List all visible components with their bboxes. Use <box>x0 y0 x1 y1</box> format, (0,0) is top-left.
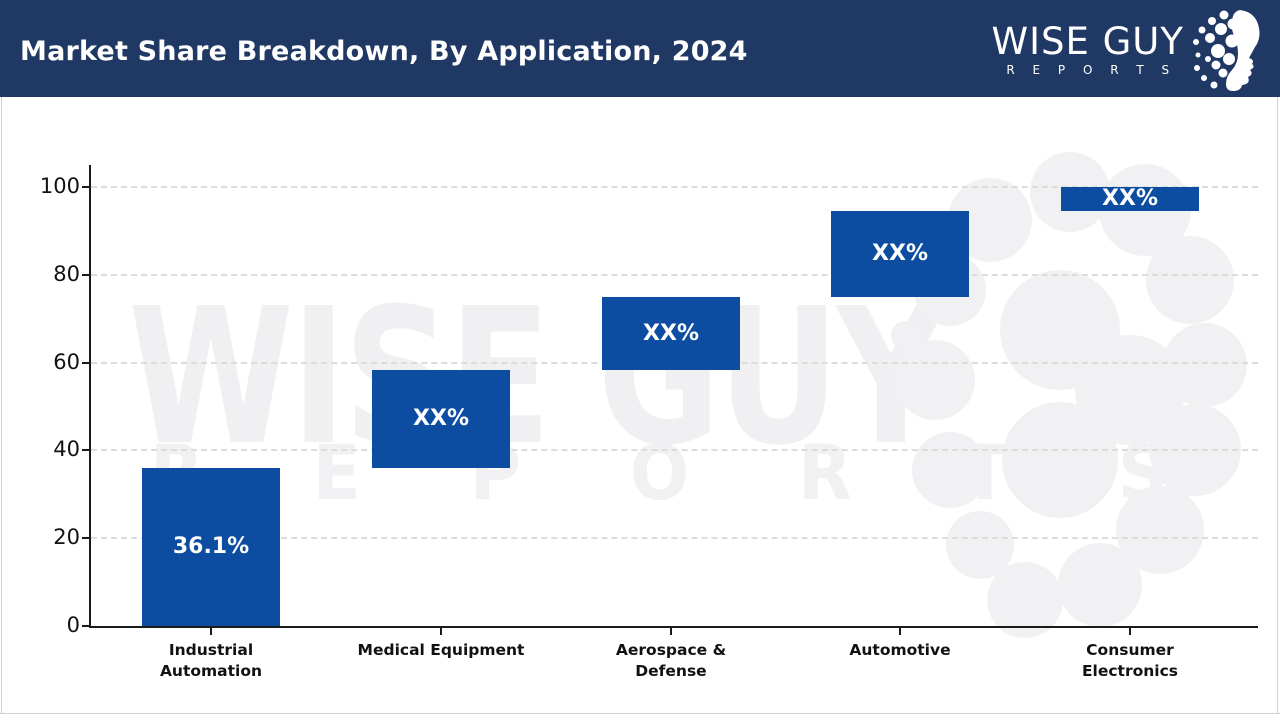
y-tick-label-20: 20 <box>53 525 80 550</box>
category-label-3: Aerospace & Defense <box>615 641 727 680</box>
y-tick-label-60: 60 <box>53 349 80 374</box>
logo-text: WISE GUY R E P O R T S <box>991 19 1184 78</box>
y-axis-line <box>89 165 91 628</box>
y-tick-mark-0 <box>82 625 89 627</box>
watermark-wordmark: WISE GUY <box>128 268 945 487</box>
bar-value-label-3: XX% <box>643 320 699 346</box>
y-tick-mark-60 <box>82 361 89 364</box>
category-label-1: Industrial Automation <box>159 641 263 680</box>
gridline-100 <box>91 186 1258 188</box>
category-label-4: Automotive <box>849 641 951 659</box>
bar-segment-3 <box>602 297 740 371</box>
logo-subtitle: R E P O R T S <box>1006 63 1177 78</box>
x-tick-mark-2 <box>440 628 442 635</box>
x-tick-mark-4 <box>899 628 901 635</box>
category-label-5: Consumer Electronics <box>1081 641 1179 680</box>
y-tick-label-0: 0 <box>66 613 80 637</box>
gridline-40 <box>91 449 1258 452</box>
y-tick-label-40: 40 <box>53 437 80 462</box>
bar-value-label-5: XX% <box>1102 186 1158 212</box>
y-tick-label-100: 100 <box>39 174 80 198</box>
x-tick-mark-1 <box>210 628 212 635</box>
bar-segment-2 <box>372 370 510 468</box>
chart-title: Market Share Breakdown, By Application, … <box>20 36 748 67</box>
wiseguy-logo: WISE GUY R E P O R T S <box>992 8 1266 92</box>
bar-value-label-4: XX% <box>872 241 928 267</box>
y-tick-mark-40 <box>82 449 89 452</box>
y-tick-mark-20 <box>82 537 89 540</box>
bar-value-label-1: 36.1% <box>172 533 250 559</box>
gridline-20 <box>91 537 1258 540</box>
wiseguy-head-icon <box>1193 10 1260 91</box>
watermark-subtitle: R E P O R T S <box>150 428 1211 517</box>
frame-left-border <box>1 97 2 713</box>
x-axis-line <box>89 626 1258 628</box>
x-tick-mark-3 <box>670 628 672 635</box>
bar-value-label-2: XX% <box>413 405 469 431</box>
frame-right-border <box>1277 97 1278 713</box>
category-label-2: Medical Equipment <box>357 641 525 659</box>
header-band: Market Share Breakdown, By Application, … <box>0 0 1280 97</box>
y-tick-label-80: 80 <box>53 261 80 286</box>
bar-segment-1 <box>142 467 280 626</box>
gridline-80 <box>91 273 1258 276</box>
frame-bottom-border <box>0 713 1280 714</box>
x-tick-mark-5 <box>1129 628 1131 635</box>
y-tick-mark-80 <box>82 273 89 276</box>
logo-wordmark: WISE GUY <box>991 19 1184 63</box>
y-tick-mark-100 <box>82 186 89 188</box>
